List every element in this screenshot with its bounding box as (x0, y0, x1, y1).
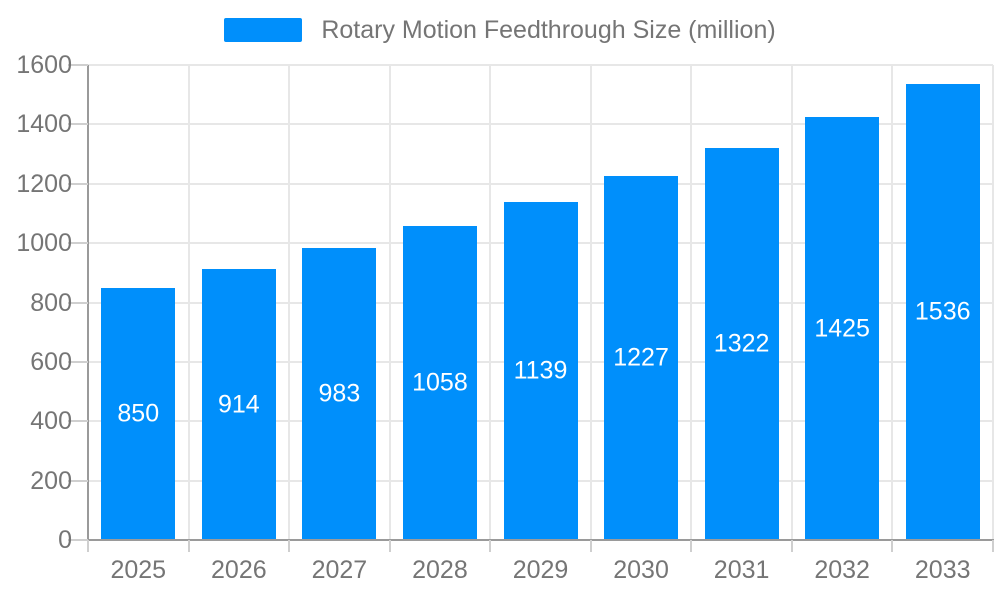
y-tick (68, 242, 88, 245)
y-tick (68, 360, 88, 363)
y-tick-label-200: 200 (30, 466, 72, 495)
x-tick-label-2028: 2028 (412, 556, 468, 584)
x-tick-label-2033: 2033 (914, 556, 971, 584)
bar-2031[interactable]: 1322 (704, 148, 779, 540)
y-tick (68, 123, 88, 126)
bar-2030[interactable]: 1227 (604, 176, 679, 540)
gridline-v (388, 65, 391, 540)
x-tick (87, 540, 89, 552)
x-tick (790, 540, 793, 552)
x-tick-label-2025: 2025 (110, 556, 167, 584)
y-tick (68, 420, 88, 423)
bar-value-label-2026: 914 (217, 390, 260, 418)
x-tick (992, 540, 994, 552)
gridline-v (690, 65, 693, 540)
y-tick (68, 301, 88, 304)
gridline-v (790, 65, 793, 540)
gridline-h (88, 123, 993, 126)
legend-marker (224, 18, 303, 42)
gridline-v (187, 65, 190, 540)
y-tick-label-800: 800 (30, 288, 72, 317)
bar-value-label-2029: 1139 (513, 356, 568, 385)
bar-2033[interactable]: 1536 (905, 84, 980, 540)
bar-value-label-2025: 850 (117, 399, 160, 428)
gridline-v (891, 65, 894, 540)
gridline-v (992, 65, 994, 540)
gridline-v (288, 65, 291, 540)
y-tick (68, 539, 88, 541)
x-tick (489, 540, 492, 552)
x-tick (388, 540, 391, 552)
y-tick-label-0: 0 (58, 526, 72, 554)
y-tick (68, 479, 88, 482)
gridline-h (88, 64, 993, 66)
x-tick (589, 540, 592, 552)
bar-value-label-2031: 1322 (713, 329, 770, 358)
bar-2028[interactable]: 1058 (402, 226, 477, 540)
bar-value-label-2033: 1536 (914, 297, 971, 326)
x-tick-label-2031: 2031 (713, 556, 770, 584)
gridline-h (88, 182, 993, 185)
bar-value-label-2032: 1425 (814, 314, 870, 342)
y-tick-label-1600: 1600 (16, 51, 72, 79)
y-tick-label-1400: 1400 (16, 110, 72, 139)
x-tick-label-2026: 2026 (211, 556, 267, 584)
bar-2032[interactable]: 1425 (805, 117, 880, 540)
x-tick (187, 540, 190, 552)
legend: Rotary Motion Feedthrough Size (million) (0, 15, 1000, 45)
plot-area: 850 914 983 1058 1139 1227 1322 1425 1536 (88, 64, 994, 540)
x-tick-label-2032: 2032 (814, 556, 870, 584)
bar-value-label-2030: 1227 (613, 343, 669, 372)
x-tick-label-2027: 2027 (311, 556, 368, 584)
x-tick (690, 540, 693, 552)
y-tick (68, 182, 88, 185)
gridline-v (489, 65, 492, 540)
x-tick (288, 540, 291, 552)
y-tick-label-1200: 1200 (16, 169, 72, 198)
y-tick-label-400: 400 (30, 407, 72, 436)
legend-label: Rotary Motion Feedthrough Size (million) (321, 16, 776, 44)
y-axis-line (87, 65, 89, 540)
bar-2026[interactable]: 914 (201, 269, 276, 540)
bar-2027[interactable]: 983 (302, 248, 377, 540)
gridline-v (589, 65, 592, 540)
legend-item[interactable]: Rotary Motion Feedthrough Size (million) (224, 16, 776, 44)
x-tick-label-2029: 2029 (512, 556, 569, 584)
y-tick (68, 64, 88, 66)
x-tick (891, 540, 894, 552)
bar-value-label-2027: 983 (318, 379, 361, 408)
y-tick-label-1000: 1000 (16, 229, 72, 258)
bar-value-label-2028: 1058 (412, 368, 468, 397)
bar-2029[interactable]: 1139 (503, 202, 578, 540)
x-tick-label-2030: 2030 (613, 556, 669, 584)
x-axis-line (87, 539, 994, 541)
y-tick-label-600: 600 (30, 347, 72, 376)
bar-2025[interactable]: 850 (101, 288, 176, 540)
